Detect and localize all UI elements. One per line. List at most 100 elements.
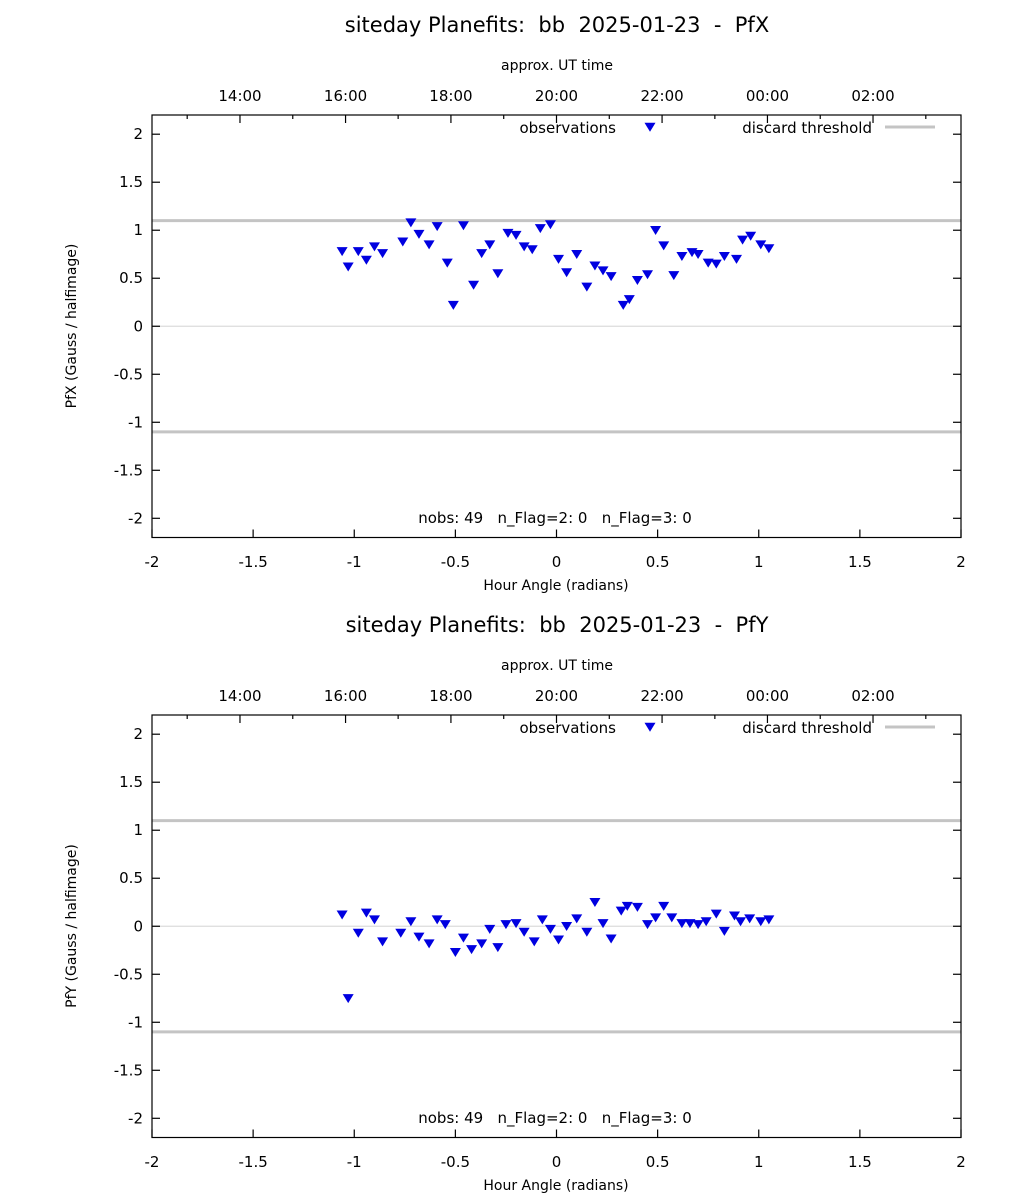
x-tick-label: -2	[145, 1153, 160, 1171]
observation-marker	[441, 258, 453, 268]
observation-marker	[423, 240, 435, 250]
observation-marker	[468, 280, 480, 290]
observation-marker	[702, 258, 714, 268]
y-tick-label: -1.5	[114, 461, 143, 479]
y-tick-label: 0	[133, 917, 143, 935]
observation-marker	[561, 922, 573, 932]
y-tick-label: 1	[133, 821, 143, 839]
x-tick-label: -1.5	[238, 1153, 267, 1171]
observation-marker	[553, 254, 565, 264]
observation-marker	[692, 250, 704, 260]
observation-marker	[360, 255, 372, 265]
x-tick-label: -2	[145, 553, 160, 571]
y-axis-title: PfX (Gauss / halfimage)	[64, 244, 80, 409]
observation-marker	[589, 261, 601, 271]
observation-marker	[571, 250, 583, 260]
observation-marker	[710, 909, 722, 919]
observation-marker	[360, 908, 372, 918]
observation-marker	[718, 251, 730, 261]
observation-marker	[737, 235, 749, 245]
ut-tick-label: 00:00	[746, 87, 789, 105]
ut-tick-label: 00:00	[746, 687, 789, 705]
x-tick-label: 0	[552, 1153, 562, 1171]
ut-tick-label: 18:00	[429, 687, 472, 705]
observation-marker	[536, 915, 548, 925]
x-tick-label: -1	[347, 1153, 362, 1171]
observation-marker	[413, 932, 425, 942]
y-tick-label: -1	[128, 1013, 143, 1031]
x-tick-label: 2	[956, 1153, 966, 1171]
observation-marker	[744, 914, 756, 924]
nobs-annotation: nobs: 49 n_Flag=2: 0 n_Flag=3: 0	[418, 1109, 692, 1128]
observation-marker	[597, 266, 609, 276]
ut-tick-label: 02:00	[851, 687, 894, 705]
pfy-plot-panel: -2 -1.5 -1 -0.5 0 0.5 1 1.5 2 14:00 16:00 18:00 20:0…	[0, 600, 1024, 1200]
observation-marker	[457, 933, 469, 943]
observation-marker	[728, 911, 740, 921]
observation-marker	[718, 926, 730, 936]
observation-marker	[526, 245, 538, 255]
observation-marker	[631, 275, 643, 285]
observation-marker	[500, 920, 512, 930]
ut-axis-title: approx. UT time	[501, 58, 613, 74]
observation-marker	[755, 917, 767, 927]
x-axis-title: Hour Angle (radians)	[483, 578, 628, 594]
observation-marker	[676, 251, 688, 261]
observation-marker	[631, 902, 643, 912]
observation-marker	[449, 947, 461, 957]
observation-marker	[684, 919, 696, 929]
observation-marker	[605, 934, 617, 944]
observation-marker	[763, 244, 775, 254]
y-tick-label: -1.5	[114, 1061, 143, 1079]
y-tick-label: 0.5	[119, 269, 143, 287]
x-tick-label: 0.5	[646, 1153, 670, 1171]
x-tick-label: 1	[754, 553, 764, 571]
observation-marker	[668, 271, 680, 281]
observation-marker	[510, 919, 522, 929]
y-tick-label: 0	[133, 317, 143, 335]
ut-tick-label: 18:00	[429, 87, 472, 105]
observation-marker	[666, 913, 678, 923]
observation-marker	[457, 221, 469, 231]
chart-title: siteday Planefits: bb 2025-01-23 - PfY	[346, 613, 769, 637]
legend-observations-marker	[644, 122, 656, 132]
observation-marker	[405, 218, 417, 228]
observation-marker	[439, 920, 451, 930]
observation-marker	[763, 915, 775, 925]
y-tick-label: 2	[133, 725, 143, 743]
observation-marker	[710, 259, 722, 269]
legend-observations-label: observations	[519, 119, 616, 137]
observation-marker	[605, 272, 617, 282]
observation-marker	[342, 994, 354, 1004]
observation-marker	[492, 269, 504, 279]
observation-marker	[484, 240, 496, 250]
observation-marker	[395, 928, 407, 938]
observation-marker	[735, 917, 747, 927]
ut-tick-label: 20:00	[535, 687, 578, 705]
observation-marker	[581, 927, 593, 937]
observation-marker	[336, 247, 348, 257]
x-tick-label: 1.5	[848, 553, 872, 571]
x-axis-title: Hour Angle (radians)	[483, 1178, 628, 1194]
plot-layer: -2 -1.5 -1 -0.5 0 0.5 1 1.5 2 14:00 16:00 18:00 20:0…	[114, 687, 966, 1171]
observation-marker	[352, 247, 364, 257]
observation-marker	[755, 240, 767, 250]
observation-marker	[518, 242, 530, 252]
x-tick-label: -0.5	[441, 553, 470, 571]
ut-tick-label: 14:00	[218, 687, 261, 705]
observation-marker	[617, 300, 629, 310]
x-tick-label: -1.5	[238, 553, 267, 571]
x-tick-label: 1	[754, 1153, 764, 1171]
observation-marker	[597, 919, 609, 929]
observation-marker	[692, 920, 704, 930]
chart-title: siteday Planefits: bb 2025-01-23 - PfX	[345, 13, 769, 37]
observation-marker	[476, 249, 488, 259]
observation-marker	[642, 920, 654, 930]
observation-marker	[544, 924, 556, 934]
observation-marker	[589, 898, 601, 908]
legend-threshold-label: discard threshold	[742, 719, 872, 737]
observation-marker	[642, 270, 654, 280]
ut-tick-label: 16:00	[324, 87, 367, 105]
observation-marker	[352, 928, 364, 938]
observation-marker	[571, 914, 583, 924]
